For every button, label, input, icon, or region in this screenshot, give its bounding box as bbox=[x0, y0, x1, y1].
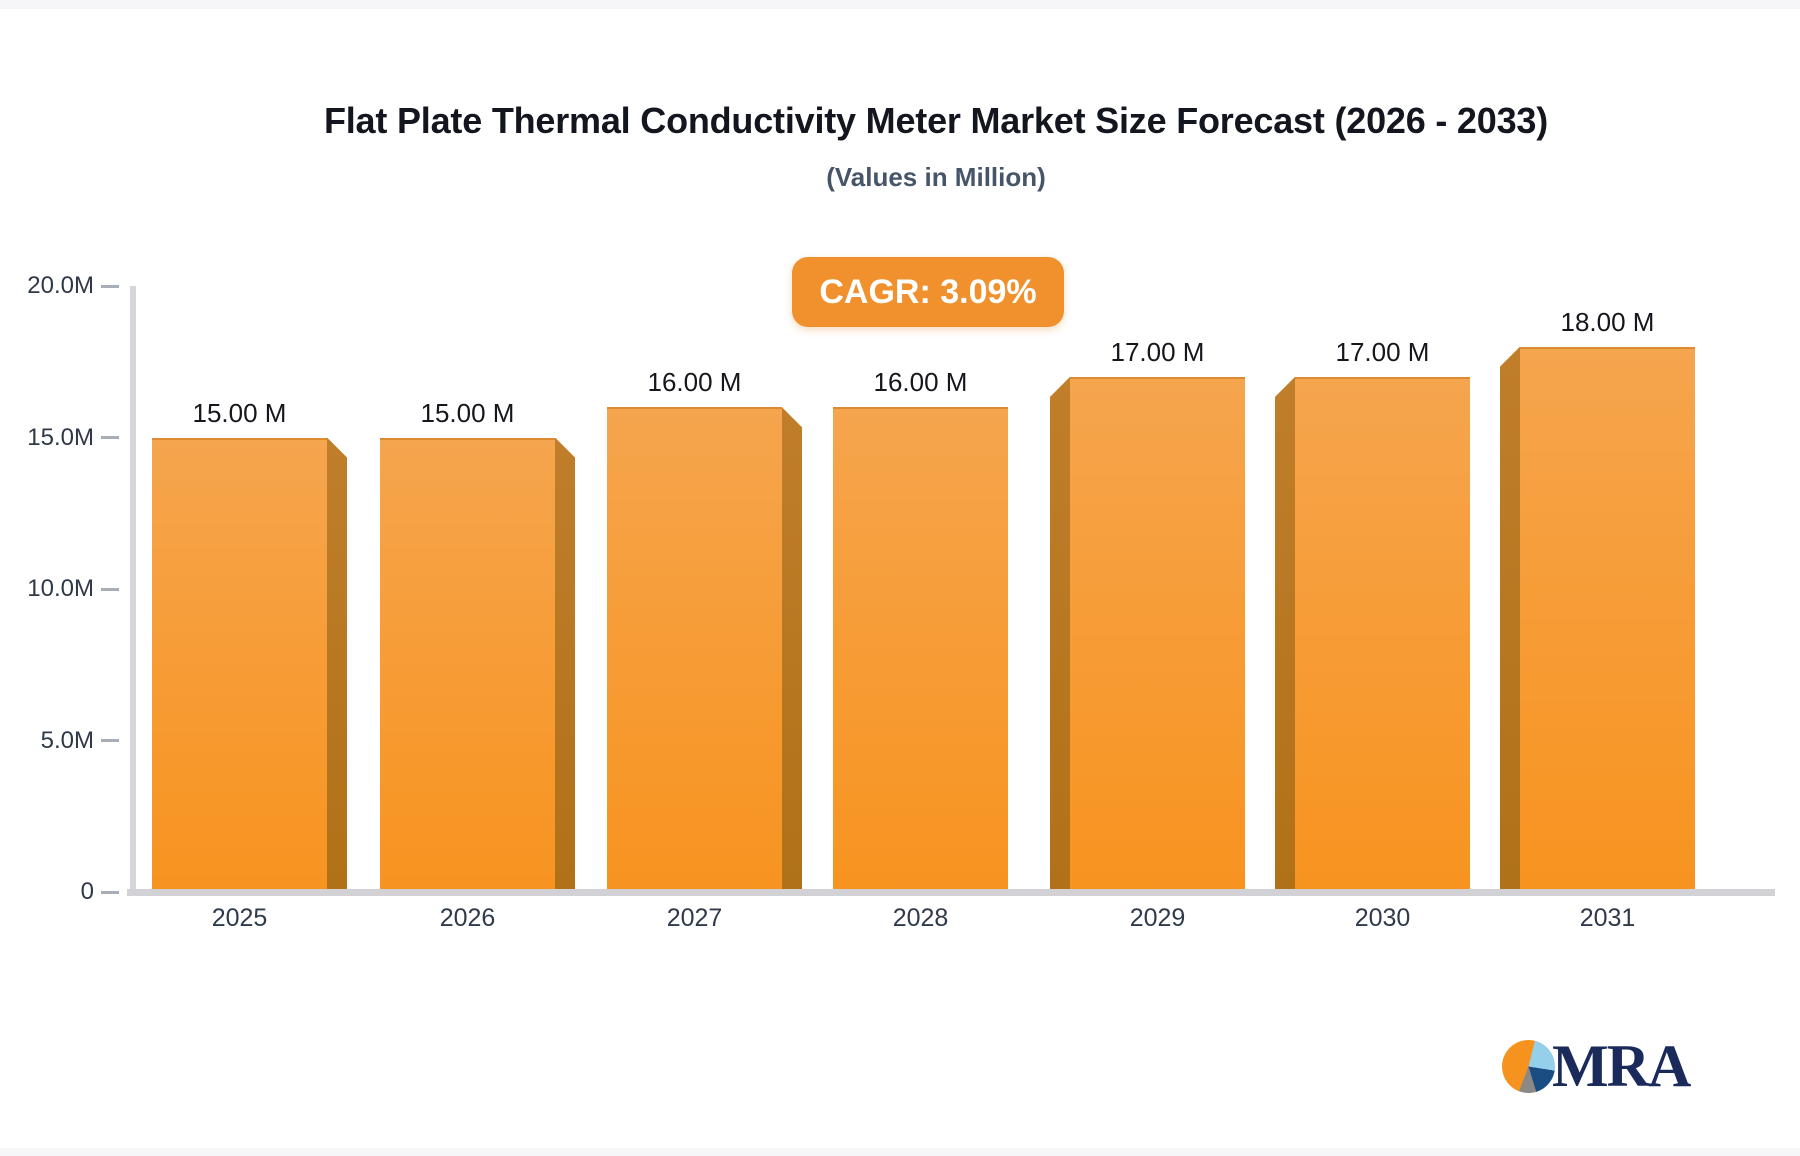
bar-value-label: 17.00 M bbox=[1110, 336, 1205, 367]
bar-3d-side bbox=[327, 437, 347, 889]
y-axis-tick bbox=[101, 587, 119, 591]
bar-3d-side bbox=[1050, 376, 1070, 889]
cagr-badge-label: CAGR: 3.09% bbox=[819, 272, 1037, 311]
x-axis-category-label: 2027 bbox=[666, 904, 723, 932]
y-axis-tick-label: 20.0M bbox=[27, 272, 94, 299]
bar-2027[interactable] bbox=[607, 407, 782, 889]
bar-value-label: 16.00 M bbox=[647, 367, 742, 398]
logo-text: MRA bbox=[1552, 1033, 1691, 1099]
bar-3d-side bbox=[1275, 376, 1295, 889]
bar-value-label: 17.00 M bbox=[1335, 336, 1430, 367]
cagr-badge: CAGR: 3.09% bbox=[792, 257, 1064, 327]
bar-2029[interactable] bbox=[1070, 376, 1245, 889]
bar-3d-side bbox=[555, 437, 575, 889]
bar-3d-side bbox=[782, 407, 802, 889]
bar-2026[interactable] bbox=[380, 437, 555, 889]
pie-chart-logo-icon bbox=[1502, 1040, 1555, 1093]
bar-2025[interactable] bbox=[152, 437, 327, 889]
bar-3d-side bbox=[1500, 346, 1520, 889]
y-axis-tick bbox=[101, 739, 119, 742]
bar-value-label: 16.00 M bbox=[873, 367, 968, 398]
y-axis-tick bbox=[101, 436, 119, 439]
y-axis-tick-label: 5.0M bbox=[40, 726, 94, 754]
x-axis-category-label: 2025 bbox=[211, 904, 268, 932]
bar-value-label: 18.00 M bbox=[1560, 306, 1655, 337]
page-edge-bottom bbox=[0, 1148, 1800, 1156]
x-axis-category-label: 2030 bbox=[1354, 904, 1411, 932]
bar-value-label: 15.00 M bbox=[420, 397, 515, 428]
y-axis-tick bbox=[101, 284, 119, 288]
chart-title: Flat Plate Thermal Conductivity Meter Ma… bbox=[323, 100, 1549, 141]
x-axis-category-label: 2029 bbox=[1129, 904, 1186, 932]
y-axis-tick bbox=[101, 890, 119, 894]
y-axis-tick-label: 10.0M bbox=[27, 575, 94, 602]
chart-subtitle: (Values in Million) bbox=[826, 162, 1046, 192]
y-axis-tick-label: 0 bbox=[80, 878, 94, 905]
y-axis-tick-label: 15.0M bbox=[27, 423, 94, 451]
mra-logo: MRA bbox=[1502, 1033, 1691, 1099]
page-edge-top bbox=[0, 0, 1800, 9]
x-axis-category-label: 2031 bbox=[1579, 904, 1636, 932]
y-axis-line bbox=[130, 286, 136, 896]
bar-2031[interactable] bbox=[1520, 346, 1695, 889]
bar-2030[interactable] bbox=[1295, 376, 1470, 889]
x-axis-category-label: 2028 bbox=[892, 904, 949, 932]
x-axis-category-label: 2026 bbox=[439, 904, 496, 932]
bar-2028[interactable] bbox=[833, 407, 1008, 889]
x-axis-line bbox=[127, 889, 1775, 896]
bar-value-label: 15.00 M bbox=[192, 397, 287, 428]
